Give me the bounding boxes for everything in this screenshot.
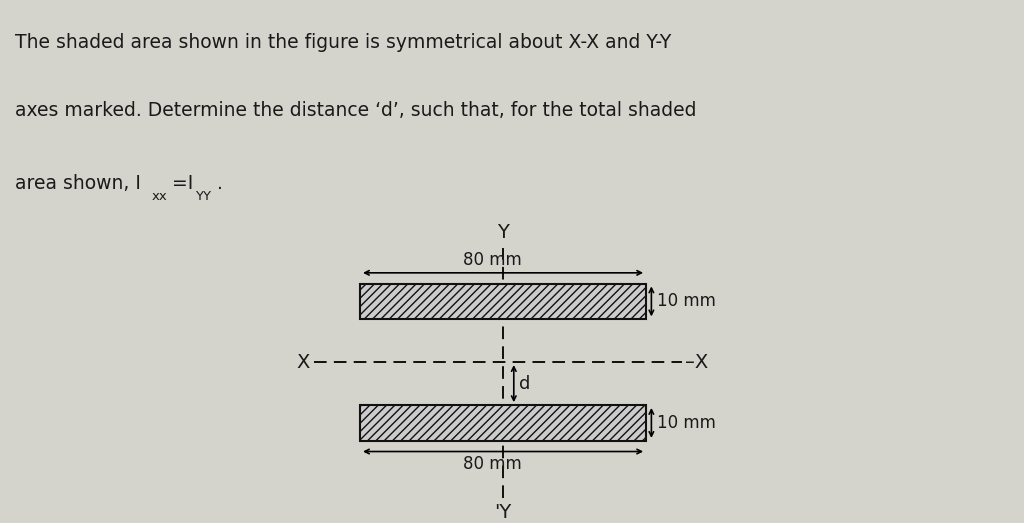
Text: d: d [519,374,530,393]
Text: –X: –X [685,353,709,372]
Text: Y: Y [497,223,509,243]
Text: X: X [297,353,310,372]
Text: YY: YY [195,189,211,202]
Bar [360,405,646,441]
Text: =I: =I [172,174,194,193]
Text: area shown, I: area shown, I [15,174,141,193]
Text: 10 mm: 10 mm [656,292,716,311]
Text: axes marked. Determine the distance ‘d’, such that, for the total shaded: axes marked. Determine the distance ‘d’,… [15,101,697,120]
Text: 80 mm: 80 mm [463,455,521,473]
Bar [360,283,646,319]
Text: .: . [217,174,223,193]
Text: xx: xx [152,189,167,202]
Text: The shaded area shown in the figure is symmetrical about X-X and Y-Y: The shaded area shown in the figure is s… [15,32,672,52]
Text: 80 mm: 80 mm [463,251,521,269]
Text: 10 mm: 10 mm [656,414,716,432]
Text: 'Y: 'Y [495,503,512,522]
